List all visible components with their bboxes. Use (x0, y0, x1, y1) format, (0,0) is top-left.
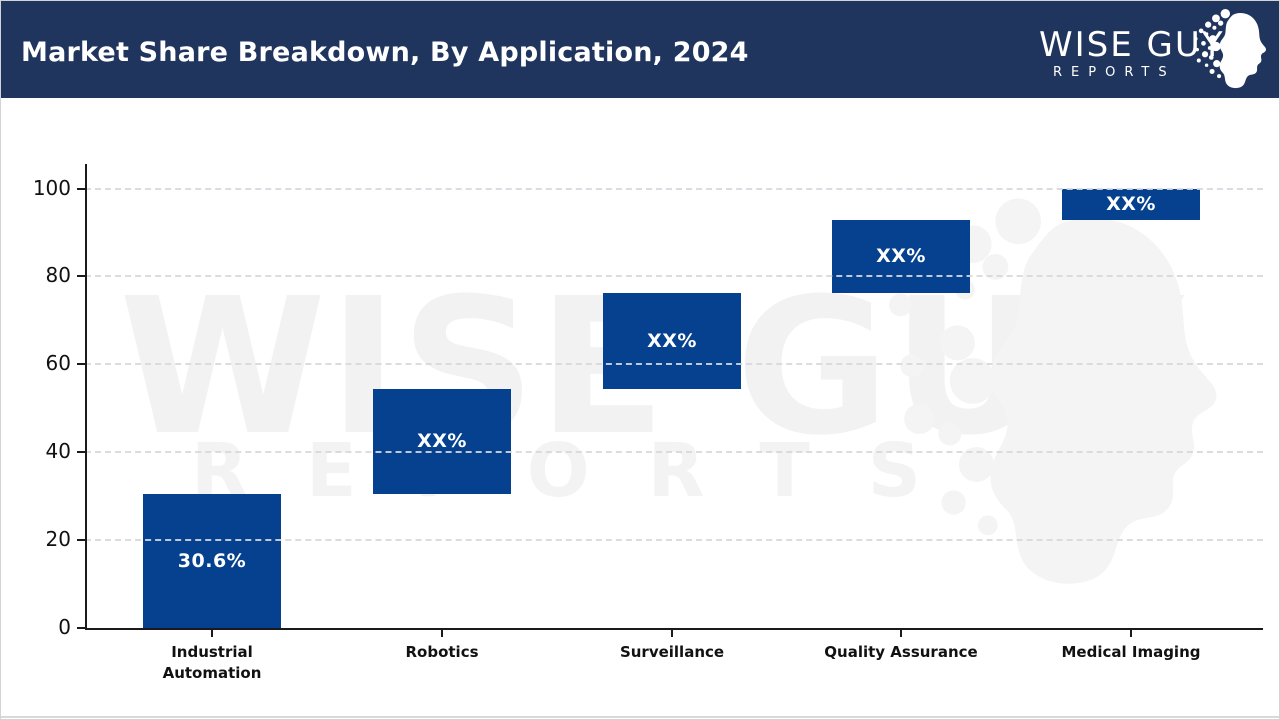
y-tick-label: 40 (45, 439, 71, 464)
head-profile-icon (1193, 9, 1267, 89)
y-tick-label: 20 (45, 527, 71, 552)
page-title: Market Share Breakdown, By Application, … (21, 37, 749, 68)
y-tick (77, 451, 85, 454)
bar-segment: XX% (603, 293, 741, 389)
header-band: Market Share Breakdown, By Application, … (1, 1, 1279, 98)
gridline (85, 275, 1263, 278)
bar-segment: XX% (1062, 188, 1200, 220)
bar-value-label: XX% (1106, 193, 1156, 216)
x-tick (441, 630, 443, 637)
logo-brand-text: WISE GUY (1039, 25, 1225, 65)
x-axis-line (85, 628, 1263, 630)
y-tick (77, 187, 85, 190)
gridline (85, 363, 1263, 366)
watermark-head-profile-icon (889, 198, 1217, 584)
bar-segment: XX% (832, 219, 970, 294)
gridline (85, 451, 1263, 454)
y-tick (77, 627, 85, 629)
y-tick (77, 363, 85, 366)
y-tick-label: 0 (58, 615, 71, 639)
wise-guy-logo: WISE GUY REPORTS (1039, 9, 1267, 91)
x-tick (211, 630, 213, 637)
bar-value-label: XX% (876, 245, 926, 268)
x-tick (1130, 630, 1132, 637)
y-tick (77, 539, 85, 542)
y-tick-label: 80 (45, 263, 71, 288)
bar-segment: 30.6% (143, 493, 281, 628)
y-tick (77, 275, 85, 278)
y-axis-line (85, 164, 87, 630)
bar-value-label: 30.6% (177, 549, 247, 572)
gridline (85, 539, 1263, 542)
bar-value-label: XX% (647, 330, 697, 353)
gridline (85, 187, 1263, 190)
category-label: Robotics (405, 643, 479, 661)
bar-segment: XX% (373, 388, 511, 494)
y-tick-label: 100 (32, 175, 71, 200)
y-tick-label: 60 (45, 351, 71, 376)
bottom-divider (1, 716, 1279, 718)
logo-tagline-text: REPORTS (1053, 65, 1176, 80)
x-tick (900, 630, 902, 637)
category-label: Medical Imaging (1061, 643, 1201, 661)
category-label: Quality Assurance (824, 643, 978, 661)
watermark-tagline-text: REPORTS (191, 428, 980, 514)
category-label: Surveillance (619, 643, 725, 661)
category-label: Industrial Automation (162, 643, 262, 682)
x-tick (671, 630, 673, 637)
bar-value-label: XX% (417, 430, 467, 453)
